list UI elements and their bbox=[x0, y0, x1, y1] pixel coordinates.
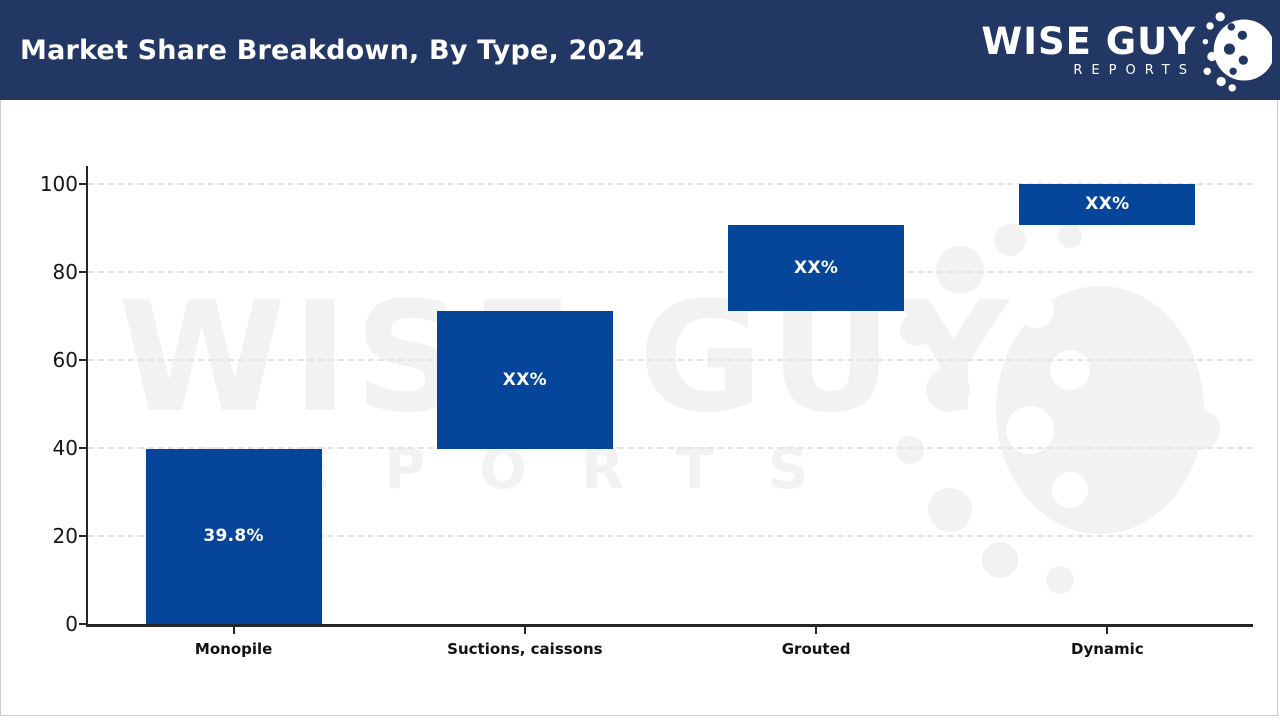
y-tick-mark bbox=[79, 359, 86, 361]
y-tick-mark bbox=[79, 535, 86, 537]
bar-suctions-caissons: XX% bbox=[436, 310, 613, 449]
logo-head-icon bbox=[1202, 12, 1272, 92]
y-tick-label: 0 bbox=[65, 612, 78, 636]
x-tick-mark bbox=[815, 627, 818, 634]
bar-value-label: 39.8% bbox=[203, 526, 264, 547]
chart-title: Market Share Breakdown, By Type, 2024 bbox=[20, 34, 645, 66]
header-bar: Market Share Breakdown, By Type, 2024 WI… bbox=[0, 0, 1280, 100]
y-tick-label: 80 bbox=[52, 260, 78, 284]
y-tick-mark bbox=[79, 623, 86, 625]
x-category-label: Grouted bbox=[781, 640, 851, 658]
y-tick-mark bbox=[79, 183, 86, 185]
gridline-y60 bbox=[88, 359, 1253, 361]
bar-value-label: XX% bbox=[1085, 194, 1130, 215]
bar-value-label: XX% bbox=[502, 369, 547, 390]
gridline-y20 bbox=[88, 535, 1253, 537]
y-tick-label: 40 bbox=[52, 436, 78, 460]
y-tick-label: 20 bbox=[52, 524, 78, 548]
x-tick-mark bbox=[1106, 627, 1109, 634]
gridline-y80 bbox=[88, 271, 1253, 273]
bar-grouted: XX% bbox=[728, 224, 905, 311]
y-axis-spine bbox=[86, 166, 88, 627]
wiseguy-logo: WISE GUY REPORTS bbox=[981, 8, 1272, 92]
logo-wordmark-line2: REPORTS bbox=[1073, 62, 1196, 78]
y-tick-label: 100 bbox=[39, 172, 78, 196]
x-tick-mark bbox=[232, 627, 235, 634]
x-axis-spine bbox=[86, 624, 1253, 627]
y-tick-mark bbox=[79, 447, 86, 449]
gridline-y100 bbox=[88, 183, 1253, 185]
y-tick-label: 60 bbox=[52, 348, 78, 372]
bar-value-label: XX% bbox=[794, 257, 839, 278]
y-tick-mark bbox=[79, 271, 86, 273]
x-tick-mark bbox=[523, 627, 526, 634]
logo-wordmark: WISE GUY REPORTS bbox=[981, 23, 1196, 78]
x-category-label: Dynamic bbox=[1071, 640, 1144, 658]
bar-monopile: 39.8% bbox=[145, 448, 322, 624]
x-category-label: Suctions, caissons bbox=[447, 640, 603, 658]
logo-wordmark-line1: WISE GUY bbox=[981, 19, 1196, 63]
bar-dynamic: XX% bbox=[1019, 184, 1196, 225]
x-category-label: Monopile bbox=[194, 640, 273, 658]
gridline-y40 bbox=[88, 447, 1253, 449]
